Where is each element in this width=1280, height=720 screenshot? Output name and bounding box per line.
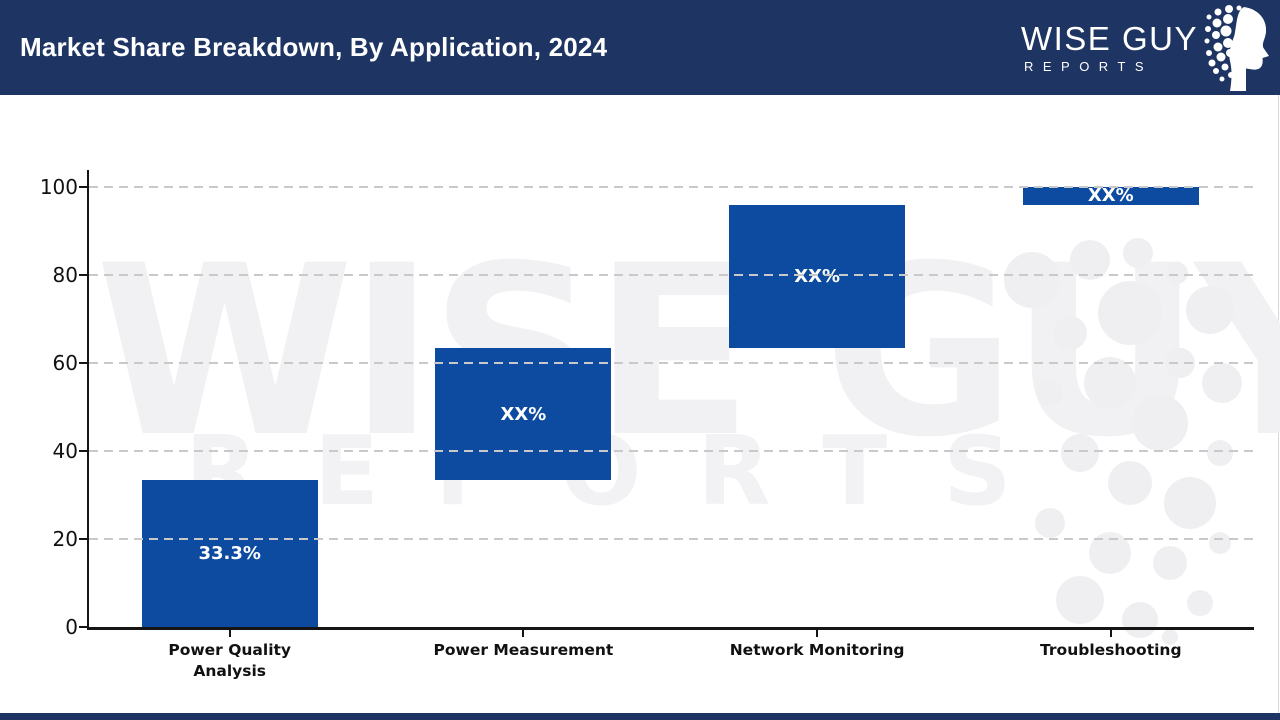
x-tick-1	[228, 629, 231, 637]
x-category-label-4: Troubleshooting	[1040, 641, 1182, 659]
gridline-40	[89, 450, 1253, 452]
y-tick-label-60: 60	[52, 351, 78, 375]
y-tick-100	[79, 186, 87, 188]
chart-title: Market Share Breakdown, By Application, …	[20, 32, 608, 62]
y-tick-60	[79, 362, 87, 364]
y-tick-label-40: 40	[52, 439, 78, 463]
x-category-label-2: Power Measurement	[433, 641, 614, 659]
gridline-20	[89, 538, 1253, 540]
bar-value-label-2: XX%	[500, 403, 547, 425]
y-tick-40	[79, 450, 87, 452]
y-tick-80	[79, 274, 87, 276]
watermark-head-dots	[1004, 238, 1242, 645]
gridline-80	[89, 274, 1253, 276]
gridline-100	[89, 186, 1253, 188]
x-category-label-3: Network Monitoring	[729, 641, 905, 659]
y-axis-spine	[86, 170, 89, 629]
y-tick-0	[79, 626, 87, 628]
gridline-60	[89, 362, 1253, 364]
bar-segment-3: XX%	[729, 204, 906, 349]
x-category-label-1: Power Quality Analysis	[168, 641, 292, 680]
brand-name: WISE GUY	[1020, 19, 1198, 57]
bar-segment-1: 33.3%	[141, 480, 318, 627]
y-tick-label-0: 0	[65, 615, 78, 639]
x-tick-3	[816, 629, 819, 637]
bar-segment-2: XX%	[435, 348, 612, 481]
header-bar: Market Share Breakdown, By Application, …	[0, 0, 1280, 95]
bar-value-label-4: XX%	[1087, 187, 1134, 205]
y-tick-20	[79, 538, 87, 540]
brand-logo: WISE GUY REPORTS	[1021, 0, 1270, 95]
y-tick-label-20: 20	[52, 527, 78, 551]
bar-value-label-3: XX%	[794, 266, 840, 288]
brand-head-icon	[1204, 4, 1269, 91]
bar-value-label-1: 33.3%	[198, 543, 261, 565]
brand-logo-text: WISE GUY REPORTS	[1020, 19, 1198, 74]
brand-subname: REPORTS	[1023, 58, 1154, 74]
y-tick-label-100: 100	[39, 175, 78, 199]
x-axis-spine	[86, 626, 1254, 630]
footer-bar	[0, 713, 1280, 720]
y-tick-label-80: 80	[52, 263, 78, 287]
figure-right-border	[1278, 95, 1279, 713]
x-tick-4	[1109, 629, 1112, 637]
x-tick-2	[522, 629, 525, 637]
bar-segment-4: XX%	[1022, 187, 1199, 205]
